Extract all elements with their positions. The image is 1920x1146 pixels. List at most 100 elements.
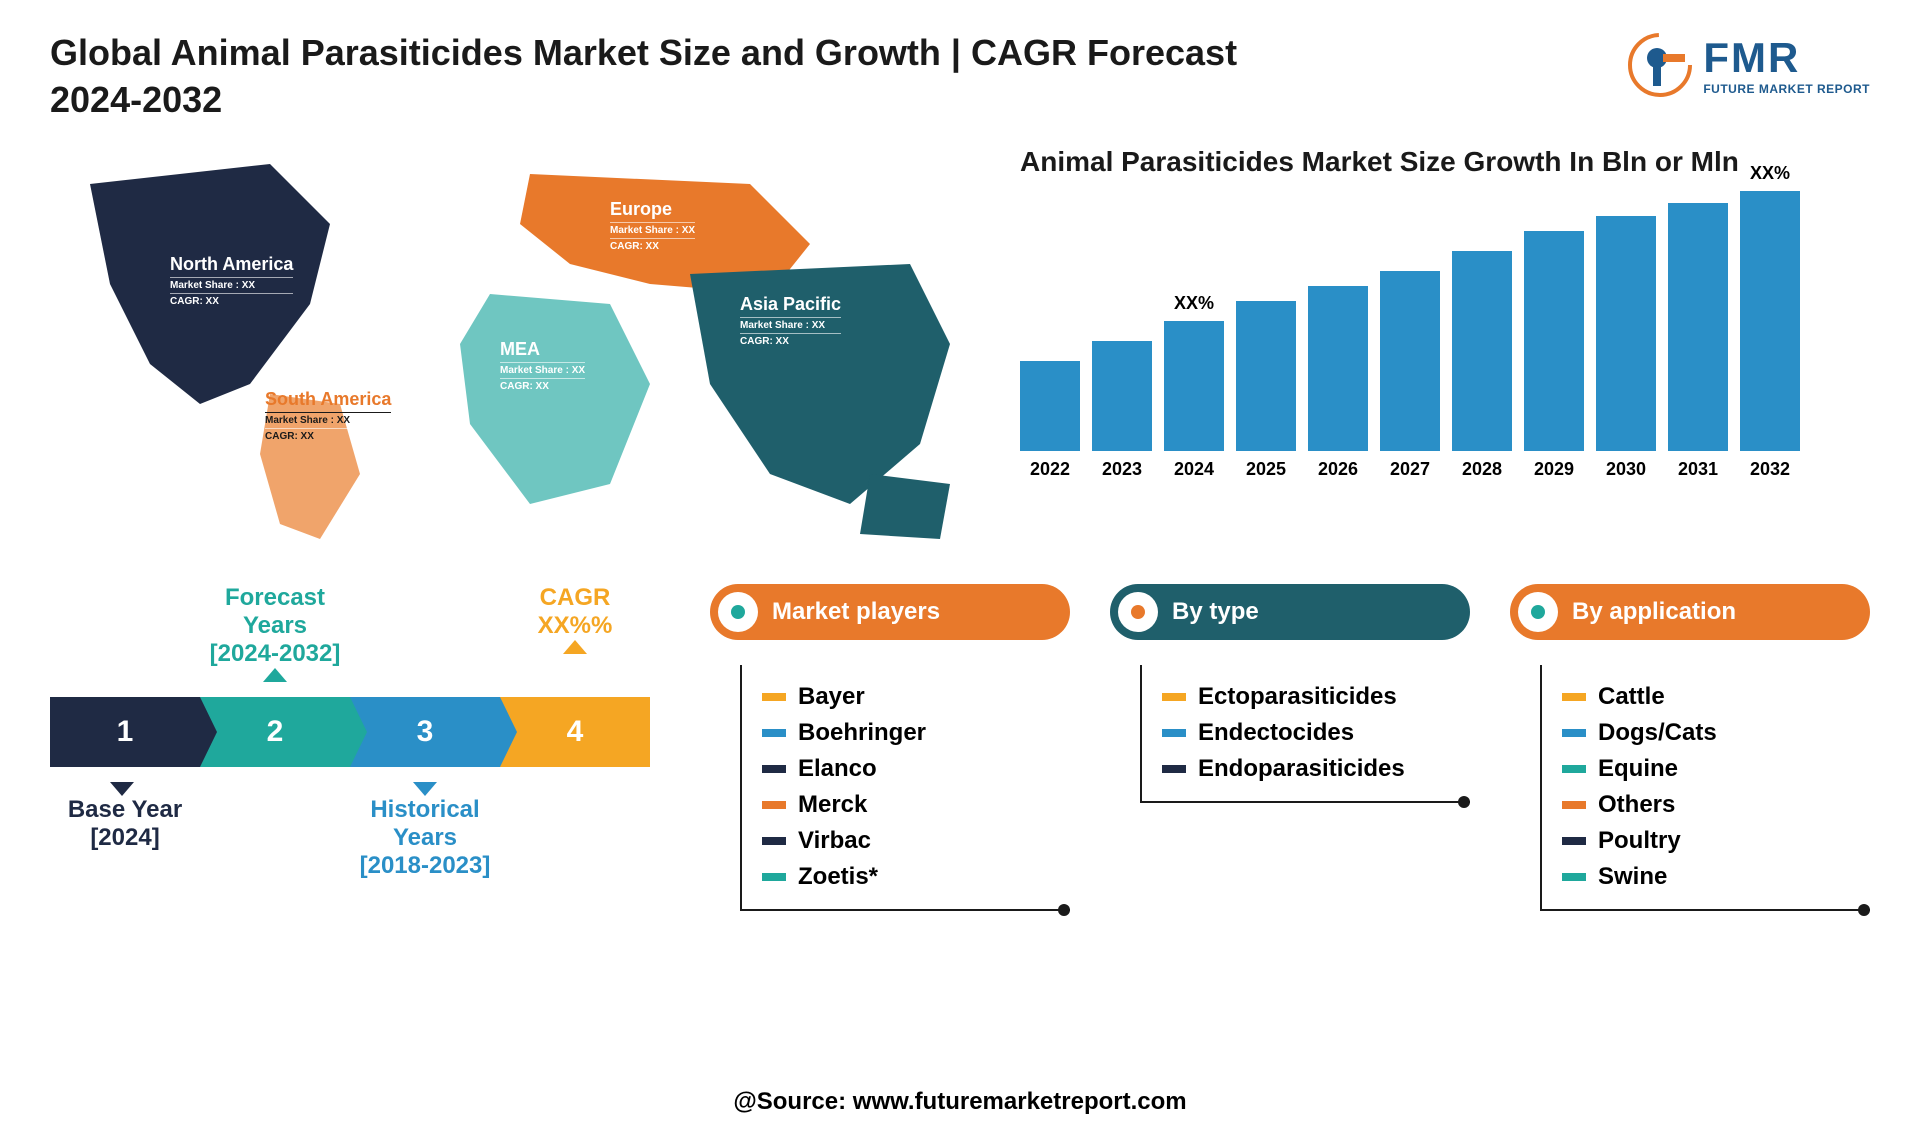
list-item: Zoetis* [762, 863, 1070, 891]
bar [1020, 361, 1080, 451]
categories: Market players Bayer Boehringer Elanco Merck… [710, 584, 1870, 911]
item-label: Zoetis* [798, 863, 878, 891]
bar-label: 2032 [1750, 459, 1790, 480]
category-column: Market players Bayer Boehringer Elanco Merck… [710, 584, 1070, 911]
bar-wrap: 2030 [1596, 216, 1656, 480]
tl-hist-range: [2018-2023] [350, 852, 500, 880]
list-item: Swine [1562, 863, 1870, 891]
header-dot-icon [718, 592, 758, 632]
bar-annotation: XX% [1174, 293, 1214, 314]
bar [1092, 341, 1152, 451]
bar [1668, 203, 1728, 451]
dash-icon [1162, 693, 1186, 701]
logo-sub-text: FUTURE MARKET REPORT [1703, 82, 1870, 96]
bar-annotation: XX% [1750, 163, 1790, 184]
dash-icon [762, 873, 786, 881]
region-sa: South America Market Share : XX CAGR: XX [265, 389, 391, 442]
page-title: Global Animal Parasiticides Market Size … [50, 30, 1330, 124]
world-map: North America Market Share : XX CAGR: XX… [50, 144, 970, 544]
header-dot-icon [1118, 592, 1158, 632]
dash-icon [762, 801, 786, 809]
category-column: By applicationCattleDogs/CatsEquineOther… [1510, 584, 1870, 911]
dash-icon [1562, 801, 1586, 809]
bar-wrap: 2031 [1668, 203, 1728, 480]
chart-title: Animal Parasiticides Market Size Growth … [1020, 144, 1870, 180]
bar-label: 2025 [1246, 459, 1286, 480]
bar-wrap: XX%2032 [1740, 191, 1800, 480]
bar-wrap: 2022 [1020, 361, 1080, 480]
category-header: Market players [710, 584, 1070, 640]
bar-label: 2028 [1462, 459, 1502, 480]
region-mea: MEA Market Share : XX CAGR: XX [500, 339, 585, 392]
category-header: By type [1110, 584, 1470, 640]
bar-wrap: 2023 [1092, 341, 1152, 480]
dash-icon [1562, 729, 1586, 737]
top-row: North America Market Share : XX CAGR: XX… [50, 144, 1870, 544]
tl-base-label: Base Year [50, 796, 200, 824]
dash-icon [1562, 837, 1586, 845]
timeline-segment: 2 [200, 697, 350, 767]
timeline-segment: 3 [350, 697, 500, 767]
item-label: Endoparasiticides [1198, 755, 1405, 783]
dash-icon [1162, 729, 1186, 737]
item-label: Endectocides [1198, 719, 1354, 747]
fmr-logo-icon [1625, 30, 1695, 100]
item-label: Virbac [798, 827, 871, 855]
list-item: Bayer [762, 683, 1070, 711]
list-item: Elanco [762, 755, 1070, 783]
bar [1236, 301, 1296, 451]
region-ap: Asia Pacific Market Share : XX CAGR: XX [740, 294, 841, 347]
list-item: Virbac [762, 827, 1070, 855]
bar-chart: Animal Parasiticides Market Size Growth … [1000, 144, 1870, 544]
dash-icon [1562, 693, 1586, 701]
bar [1452, 251, 1512, 451]
bar [1740, 191, 1800, 451]
dash-icon [762, 693, 786, 701]
list-item: Equine [1562, 755, 1870, 783]
bar [1164, 321, 1224, 451]
timeline-segment: 1 [50, 697, 200, 767]
bar-label: 2022 [1030, 459, 1070, 480]
bar-label: 2024 [1174, 459, 1214, 480]
list-item: Boehringer [762, 719, 1070, 747]
tl-hist-label: Historical Years [350, 796, 500, 852]
category-header: By application [1510, 584, 1870, 640]
bars-container: 20222023XX%20242025202620272028202920302… [1020, 200, 1870, 480]
bar-wrap: 2027 [1380, 271, 1440, 480]
bottom-row: Forecast Years [2024-2032] CAGR XX%% 123… [50, 584, 1870, 911]
category-list: CattleDogs/CatsEquineOthersPoultrySwine [1540, 665, 1870, 911]
category-column: By type Ectoparasiticides Endectocides Endo… [1110, 584, 1470, 911]
category-list: Ectoparasiticides Endectocides Endoparasit… [1140, 665, 1470, 803]
category-header-text: By type [1172, 598, 1259, 626]
fmr-logo: FMR FUTURE MARKET REPORT [1625, 30, 1870, 100]
header-dot-icon [1518, 592, 1558, 632]
dash-icon [762, 729, 786, 737]
list-item: Dogs/Cats [1562, 719, 1870, 747]
list-item: Poultry [1562, 827, 1870, 855]
bar-label: 2030 [1606, 459, 1646, 480]
tl-cagr-value: XX%% [500, 612, 650, 640]
item-label: Ectoparasiticides [1198, 683, 1397, 711]
bar-wrap: XX%2024 [1164, 321, 1224, 480]
list-item: Endectocides [1162, 719, 1470, 747]
list-item: Endoparasiticides [1162, 755, 1470, 783]
dash-icon [762, 837, 786, 845]
category-header-text: By application [1572, 598, 1736, 626]
triangle-up-icon [563, 640, 587, 654]
bar-label: 2029 [1534, 459, 1574, 480]
list-item: Merck [762, 791, 1070, 819]
triangle-up-icon [263, 668, 287, 682]
item-label: Cattle [1598, 683, 1665, 711]
bar-label: 2026 [1318, 459, 1358, 480]
tl-forecast-label: Forecast Years [200, 584, 350, 640]
bar-label: 2023 [1102, 459, 1142, 480]
list-item: Cattle [1562, 683, 1870, 711]
item-label: Dogs/Cats [1598, 719, 1717, 747]
dash-icon [1162, 765, 1186, 773]
bar-label: 2027 [1390, 459, 1430, 480]
bar [1524, 231, 1584, 451]
dash-icon [1562, 873, 1586, 881]
bar-wrap: 2028 [1452, 251, 1512, 480]
bar-wrap: 2029 [1524, 231, 1584, 480]
bar-wrap: 2026 [1308, 286, 1368, 480]
